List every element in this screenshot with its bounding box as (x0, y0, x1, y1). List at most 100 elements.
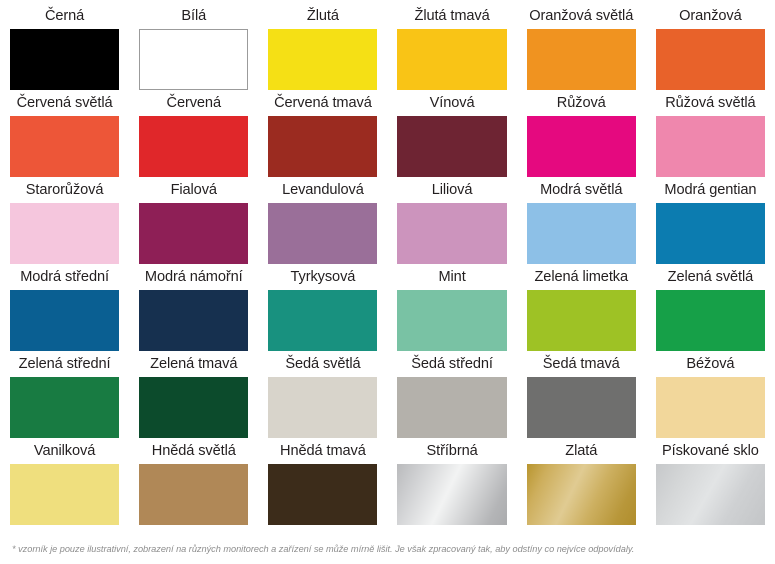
swatch-color-chip[interactable] (268, 377, 378, 438)
swatch-color-chip[interactable] (526, 116, 636, 177)
swatch-cell[interactable]: Modrá střední (10, 265, 120, 352)
swatch-color-chip[interactable] (526, 29, 636, 90)
swatch-cell[interactable]: Růžová (526, 91, 636, 178)
swatch-color-chip[interactable] (139, 203, 249, 264)
swatch-label: Šedá střední (411, 356, 493, 372)
swatch-label: Zelená tmavá (150, 356, 238, 372)
swatch-cell[interactable]: Starorůžová (10, 178, 120, 265)
swatch-color-chip[interactable] (655, 290, 765, 351)
swatch-color-chip[interactable] (397, 29, 507, 90)
swatch-color-chip[interactable] (139, 464, 249, 525)
swatch-cell[interactable]: Černá (10, 4, 120, 91)
swatch-label: Červená světlá (16, 95, 113, 111)
color-swatch-grid: Černá Bílá Žlutá Žlutá tmavá Oranžová světlá… (10, 0, 765, 526)
swatch-label: Černá (44, 8, 85, 24)
swatch-color-chip[interactable] (139, 290, 249, 351)
swatch-color-chip[interactable] (655, 203, 765, 264)
swatch-cell[interactable]: Zelená limetka (526, 265, 636, 352)
swatch-cell[interactable]: Oranžová (655, 4, 765, 91)
swatch-cell[interactable]: Vanilková (10, 439, 120, 526)
swatch-color-chip[interactable] (526, 464, 636, 525)
swatch-cell[interactable]: Modrá světlá (526, 178, 636, 265)
swatch-color-chip[interactable] (397, 464, 507, 525)
swatch-color-chip[interactable] (268, 29, 378, 90)
swatch-color-chip[interactable] (10, 377, 120, 438)
swatch-cell[interactable]: Béžová (655, 352, 765, 439)
swatch-color-chip[interactable] (268, 203, 378, 264)
swatch-cell[interactable]: Levandulová (268, 178, 378, 265)
swatch-color-chip[interactable] (268, 290, 378, 351)
swatch-cell[interactable]: Červená tmavá (268, 91, 378, 178)
swatch-cell[interactable]: Hnědá tmavá (268, 439, 378, 526)
swatch-label: Fialová (170, 182, 217, 198)
swatch-cell[interactable]: Pískované sklo (655, 439, 765, 526)
swatch-label: Pískované sklo (662, 443, 759, 459)
swatch-color-chip[interactable] (397, 116, 507, 177)
swatch-label: Vanilková (33, 443, 96, 459)
swatch-color-chip[interactable] (526, 203, 636, 264)
swatch-label: Oranžová (679, 8, 742, 24)
swatch-color-chip[interactable] (397, 290, 507, 351)
swatch-cell[interactable]: Tyrkysová (268, 265, 378, 352)
swatch-label: Modrá námořní (144, 269, 243, 285)
swatch-cell[interactable]: Liliová (397, 178, 507, 265)
swatch-cell[interactable]: Šedá střední (397, 352, 507, 439)
swatch-label: Stříbrná (426, 443, 478, 459)
swatch-cell[interactable]: Modrá námořní (139, 265, 249, 352)
swatch-color-chip[interactable] (10, 29, 120, 90)
swatch-color-chip[interactable] (268, 116, 378, 177)
swatch-label: Mint (438, 269, 466, 285)
swatch-color-chip[interactable] (655, 464, 765, 525)
swatch-cell[interactable]: Modrá gentian (655, 178, 765, 265)
swatch-label: Starorůžová (25, 182, 104, 198)
swatch-color-chip[interactable] (655, 116, 765, 177)
swatch-cell[interactable]: Žlutá (268, 4, 378, 91)
swatch-label: Hnědá světlá (151, 443, 236, 459)
swatch-label: Zelená střední (18, 356, 111, 372)
swatch-label: Levandulová (282, 182, 364, 198)
swatch-color-chip[interactable] (397, 203, 507, 264)
swatch-cell[interactable]: Zelená světlá (655, 265, 765, 352)
swatch-color-chip[interactable] (655, 29, 765, 90)
swatch-color-chip[interactable] (397, 377, 507, 438)
swatch-label: Zlatá (565, 443, 598, 459)
swatch-label: Béžová (686, 356, 735, 372)
swatch-label: Modrá gentian (664, 182, 757, 198)
swatch-label: Hnědá tmavá (280, 443, 366, 459)
swatch-cell[interactable]: Vínová (397, 91, 507, 178)
swatch-cell[interactable]: Šedá světlá (268, 352, 378, 439)
swatch-color-chip[interactable] (10, 464, 120, 525)
swatch-color-chip[interactable] (268, 464, 378, 525)
swatch-label: Červená tmavá (274, 95, 372, 111)
swatch-label: Zelená limetka (534, 269, 628, 285)
swatch-cell[interactable]: Žlutá tmavá (397, 4, 507, 91)
swatch-cell[interactable]: Hnědá světlá (139, 439, 249, 526)
swatch-cell[interactable]: Zelená tmavá (139, 352, 249, 439)
swatch-cell[interactable]: Stříbrná (397, 439, 507, 526)
swatch-label: Oranžová světlá (529, 8, 634, 24)
swatch-cell[interactable]: Růžová světlá (655, 91, 765, 178)
swatch-color-chip[interactable] (526, 377, 636, 438)
swatch-cell[interactable]: Zlatá (526, 439, 636, 526)
swatch-color-chip[interactable] (10, 290, 120, 351)
footnote-text: * vzorník je pouze ilustrativní, zobraze… (12, 544, 635, 554)
swatch-color-chip[interactable] (139, 116, 249, 177)
swatch-label: Modrá střední (20, 269, 109, 285)
swatch-cell[interactable]: Zelená střední (10, 352, 120, 439)
swatch-cell[interactable]: Šedá tmavá (526, 352, 636, 439)
swatch-color-chip[interactable] (526, 290, 636, 351)
swatch-cell[interactable]: Červená světlá (10, 91, 120, 178)
swatch-cell[interactable]: Oranžová světlá (526, 4, 636, 91)
swatch-color-chip[interactable] (10, 116, 120, 177)
swatch-color-chip[interactable] (655, 377, 765, 438)
swatch-color-chip[interactable] (10, 203, 120, 264)
swatch-color-chip[interactable] (139, 377, 249, 438)
swatch-color-chip[interactable] (139, 29, 249, 90)
swatch-label: Šedá tmavá (542, 356, 620, 372)
swatch-cell[interactable]: Bílá (139, 4, 249, 91)
swatch-label: Modrá světlá (540, 182, 623, 198)
swatch-cell[interactable]: Fialová (139, 178, 249, 265)
swatch-cell[interactable]: Červená (139, 91, 249, 178)
swatch-cell[interactable]: Mint (397, 265, 507, 352)
